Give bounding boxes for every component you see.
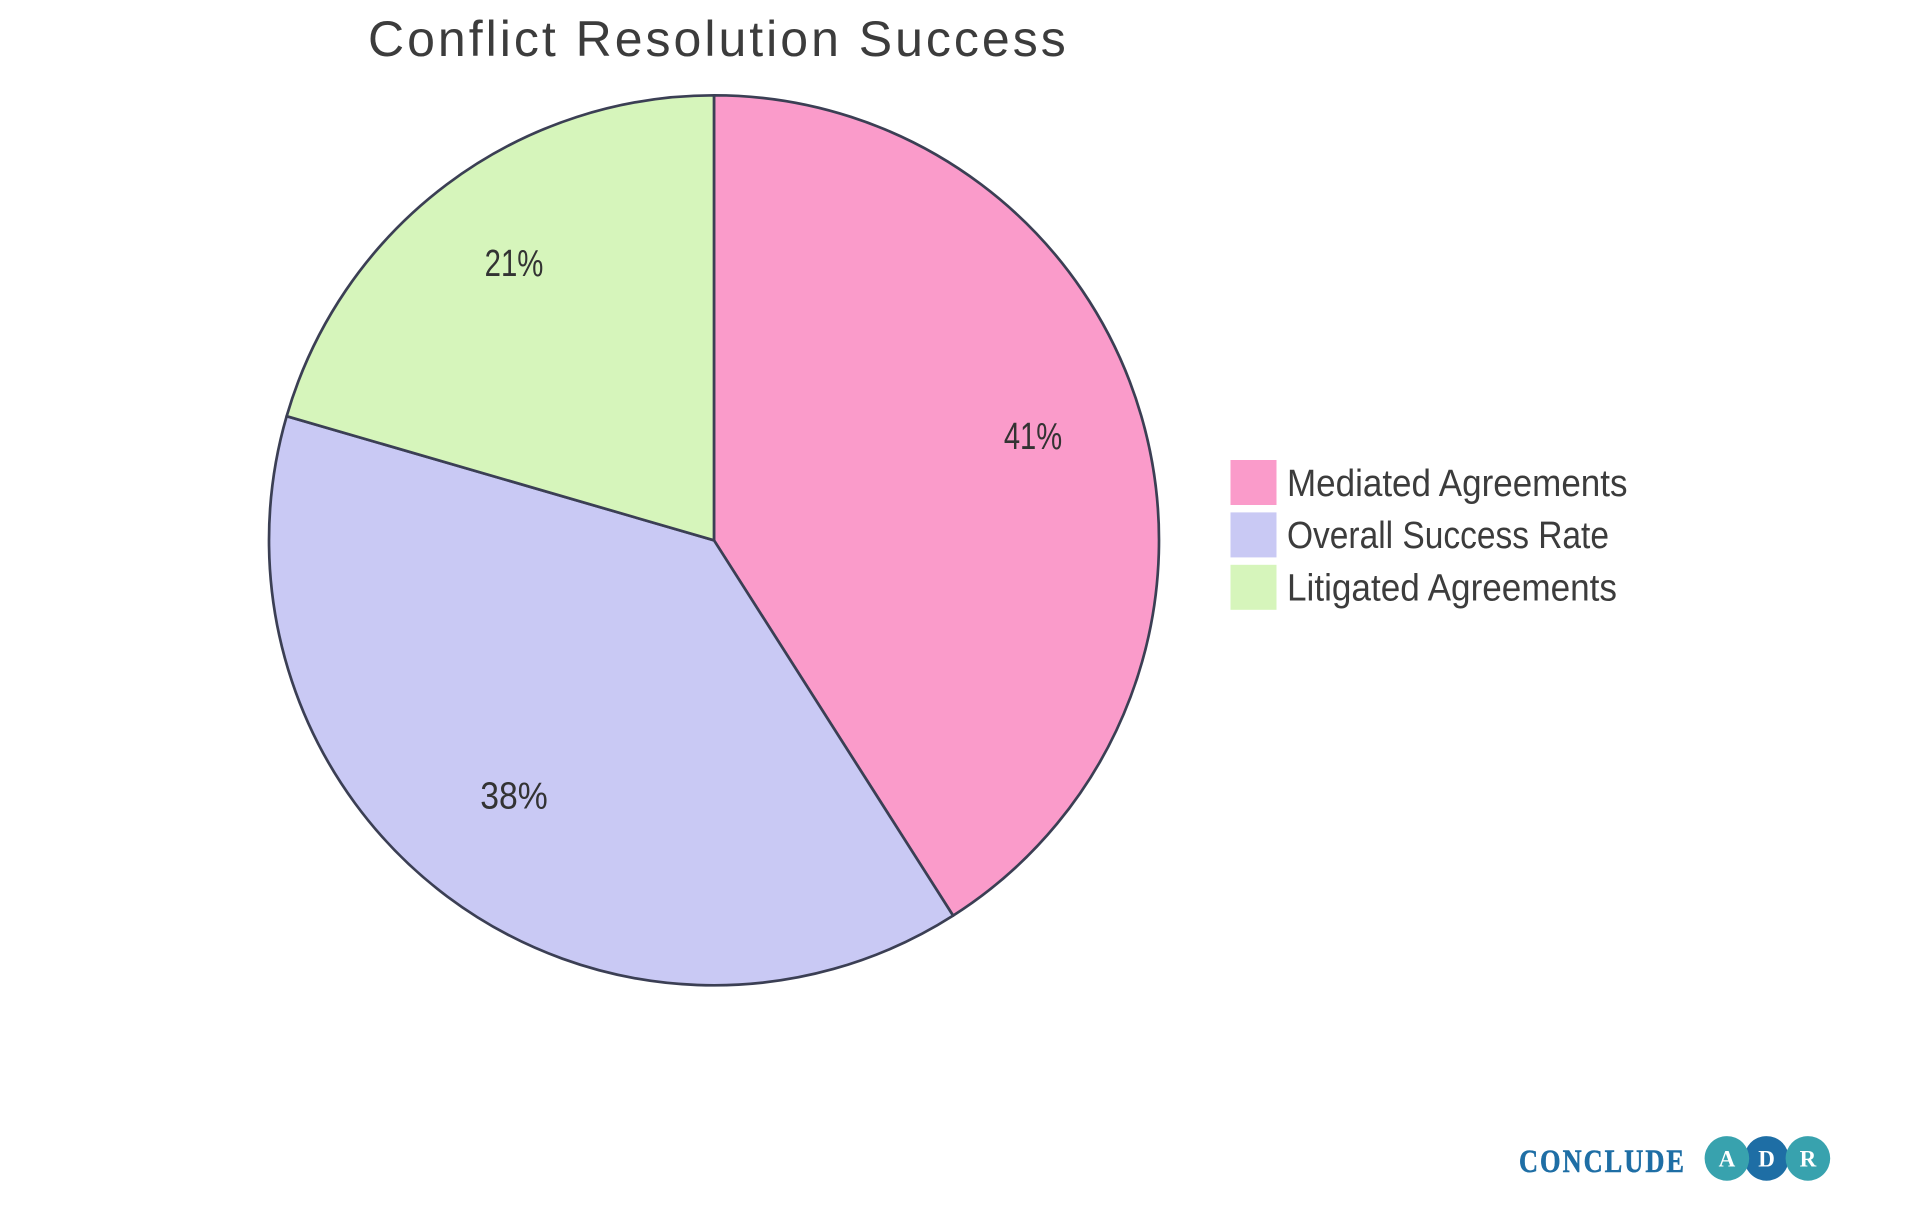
svg-text:Litigated Agreements: Litigated Agreements [1287,568,1617,610]
svg-text:D: D [1758,1146,1775,1171]
svg-text:Conflict Resolution Success: Conflict Resolution Success [368,11,1069,67]
svg-text:A: A [1719,1146,1736,1171]
svg-text:CONCLUDE: CONCLUDE [1519,1144,1686,1180]
svg-text:21%: 21% [485,243,544,285]
svg-text:R: R [1800,1146,1817,1171]
svg-text:Overall Success Rate: Overall Success Rate [1287,515,1609,557]
svg-text:38%: 38% [480,776,548,818]
svg-text:Mediated Agreements: Mediated Agreements [1287,463,1628,505]
svg-text:41%: 41% [1004,416,1062,458]
